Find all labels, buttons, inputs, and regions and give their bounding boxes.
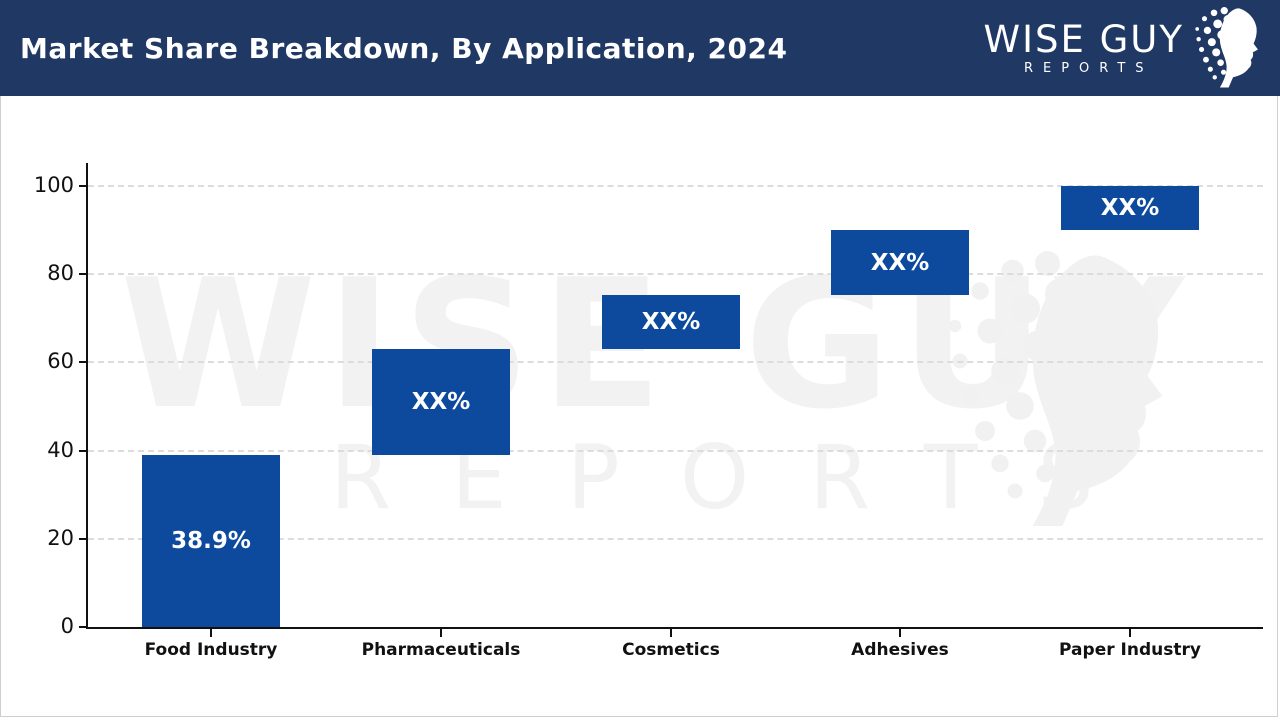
- y-tickmark-100: [79, 185, 88, 187]
- bar-food-industry: 38.9%: [142, 455, 280, 627]
- y-tickmark-40: [79, 449, 88, 452]
- x-category-label: Food Industry: [144, 640, 278, 660]
- y-tick-label-60: 60: [47, 349, 74, 374]
- logo-line1: WISE GUY: [983, 18, 1184, 61]
- y-tick-label-100: 100: [33, 173, 74, 197]
- gridline-100: [88, 185, 1263, 187]
- gridline-80: [88, 273, 1263, 276]
- x-category-label: Pharmaceuticals: [361, 640, 521, 660]
- y-tickmark-0: [79, 626, 88, 628]
- bar-value-label: XX%: [641, 309, 701, 336]
- bar-adhesives: XX%: [831, 230, 969, 295]
- bar-value-label: XX%: [411, 389, 471, 416]
- gridline-20: [88, 537, 1263, 540]
- x-tickmark-2: [670, 629, 672, 637]
- bar-value-label: 38.9%: [171, 528, 251, 555]
- logo-wordmark: WISE GUY REPORTS: [984, 21, 1184, 75]
- x-axis-line: [86, 627, 1263, 629]
- x-tickmark-0: [210, 629, 212, 637]
- wise-guy-reports-logo: WISE GUY REPORTS: [984, 7, 1262, 89]
- y-tickmark-60: [79, 361, 88, 364]
- header: Market Share Breakdown, By Application, …: [0, 0, 1280, 96]
- y-tickmark-80: [79, 273, 88, 276]
- x-tickmark-1: [440, 629, 442, 637]
- y-tickmark-20: [79, 537, 88, 540]
- bar-value-label: XX%: [870, 249, 930, 276]
- gridline-60: [88, 361, 1263, 364]
- logo-line2: REPORTS: [1023, 61, 1154, 76]
- y-axis-line: [86, 163, 88, 629]
- bar-paper-industry: XX%: [1061, 186, 1199, 231]
- y-tick-label-80: 80: [47, 261, 74, 286]
- x-tickmark-4: [1129, 629, 1131, 637]
- gridline-40: [88, 449, 1263, 452]
- logo-face-icon: [1188, 7, 1262, 89]
- bar-value-label: XX%: [1100, 195, 1160, 222]
- x-tickmark-3: [899, 629, 901, 637]
- y-tick-label-0: 0: [60, 614, 74, 638]
- bar-pharmaceuticals: XX%: [372, 349, 510, 456]
- x-category-label: Adhesives: [851, 640, 949, 660]
- bar-cosmetics: XX%: [602, 294, 740, 350]
- x-category-label: Paper Industry: [1059, 640, 1201, 660]
- y-tick-label-20: 20: [47, 525, 74, 550]
- x-category-label: Cosmetics: [622, 640, 720, 660]
- chart-title: Market Share Breakdown, By Application, …: [20, 31, 788, 65]
- y-tick-label-40: 40: [47, 437, 74, 462]
